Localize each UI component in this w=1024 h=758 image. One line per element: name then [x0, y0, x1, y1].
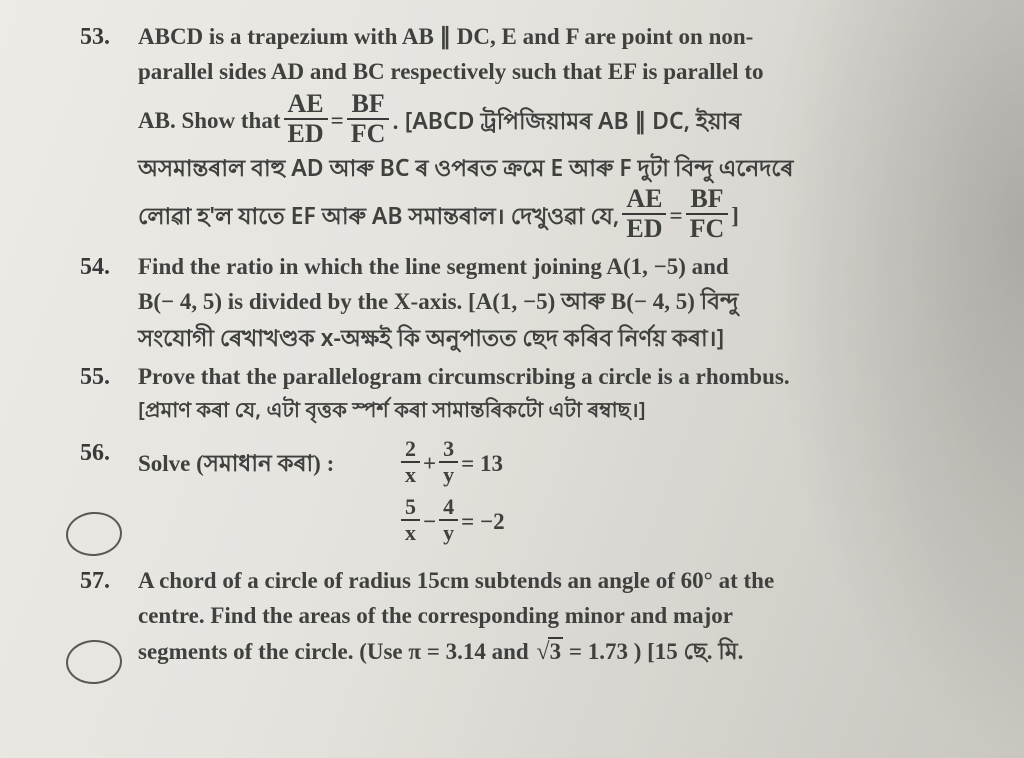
numerator: 3: [439, 438, 458, 463]
equation-row-2: 5 x − 4 y = −2: [138, 498, 974, 546]
question-53: 53. ABCD is a trapezium with AB ∥ DC, E …: [80, 20, 974, 246]
text-line: Prove that the parallelogram circumscrib…: [138, 360, 974, 393]
question-body: A chord of a circle of radius 15cm subte…: [138, 564, 974, 671]
question-number: 55.: [80, 360, 138, 391]
denominator: y: [439, 463, 458, 486]
fraction: 2 x: [401, 438, 420, 486]
text-line: A chord of a circle of radius 15cm subte…: [138, 564, 974, 597]
text-line: parallel sides AD and BC respectively su…: [138, 55, 974, 88]
denominator: ED: [284, 120, 328, 147]
operator: +: [423, 447, 436, 480]
text-line: ABCD is a trapezium with AB ∥ DC, E and …: [138, 20, 974, 53]
question-55: 55. Prove that the parallelogram circums…: [80, 360, 974, 428]
question-number: 56.: [80, 436, 138, 467]
text: লোৱা হ'ল যাতে EF আৰু AB সমান্তৰাল। দেখুও…: [138, 199, 619, 232]
text-line: Find the ratio in which the line segment…: [138, 250, 974, 283]
question-number: 53.: [80, 20, 138, 51]
text: segments of the circle. (Use π = 3.14 an…: [138, 639, 534, 664]
solve-label: Solve (সমাধান কৰা) :: [138, 447, 398, 480]
question-56: 56. Solve (সমাধান কৰা) : 2 x + 3 y = 13 …: [80, 436, 974, 550]
rhs: = −2: [461, 505, 504, 538]
question-54: 54. Find the ratio in which the line seg…: [80, 250, 974, 356]
denominator: x: [401, 463, 420, 486]
text: = 1.73 ) [15 ছে. মি.: [569, 639, 744, 664]
fraction: AE ED: [284, 91, 328, 147]
exam-page: 53. ABCD is a trapezium with AB ∥ DC, E …: [0, 0, 1024, 758]
denominator: FC: [686, 215, 729, 242]
question-number: 54.: [80, 250, 138, 281]
text-line: [প্ৰমাণ কৰা যে, এটা বৃত্তক স্পৰ্শ কৰা সা…: [138, 395, 974, 425]
equation-line: লোৱা হ'ল যাতে EF আৰু AB সমান্তৰাল। দেখুও…: [138, 188, 974, 244]
text: AB. Show that: [138, 104, 281, 137]
denominator: x: [401, 521, 420, 544]
text-line: সংযোগী ৰেখাখণ্ডক x-অক্ষই কি অনুপাতত ছেদ …: [138, 321, 974, 354]
question-number: 57.: [80, 564, 138, 595]
fraction: BF FC: [347, 91, 390, 147]
text-line: অসমান্তৰাল বাহু AD আৰু BC ৰ ওপৰত ক্ৰমে E…: [138, 151, 974, 184]
fraction: 5 x: [401, 496, 420, 544]
equals: =: [669, 199, 682, 232]
fraction: AE ED: [622, 186, 666, 242]
numerator: 2: [401, 438, 420, 463]
numerator: AE: [284, 91, 328, 120]
text: B(− 4, 5) is divided by the X-axis. [A(1…: [138, 289, 738, 314]
question-body: Prove that the parallelogram circumscrib…: [138, 360, 974, 428]
denominator: FC: [347, 120, 390, 147]
question-body: ABCD is a trapezium with AB ∥ DC, E and …: [138, 20, 974, 246]
text-line: segments of the circle. (Use π = 3.14 an…: [138, 635, 974, 670]
numerator: AE: [622, 186, 666, 215]
radicand: 3: [548, 637, 564, 664]
question-57: 57. A chord of a circle of radius 15cm s…: [80, 564, 974, 671]
numerator: BF: [686, 186, 729, 215]
text-line: centre. Find the areas of the correspond…: [138, 599, 974, 632]
numerator: 4: [439, 496, 458, 521]
operator: −: [423, 505, 436, 538]
numerator: BF: [347, 91, 390, 120]
fraction: 4 y: [439, 496, 458, 544]
numerator: 5: [401, 496, 420, 521]
denominator: ED: [622, 215, 666, 242]
sqrt: 3: [534, 635, 563, 670]
rhs: = 13: [461, 447, 503, 480]
question-body: Solve (সমাধান কৰা) : 2 x + 3 y = 13 5 x: [138, 436, 974, 550]
equals: =: [331, 104, 344, 137]
text-line: B(− 4, 5) is divided by the X-axis. [A(1…: [138, 285, 974, 318]
question-body: Find the ratio in which the line segment…: [138, 250, 974, 356]
fraction: BF FC: [686, 186, 729, 242]
text: . [ABCD ট্ৰপিজিয়ামৰ AB ∥ DC, ইয়াৰ: [392, 104, 741, 137]
equation-row-1: Solve (সমাধান কৰা) : 2 x + 3 y = 13: [138, 440, 974, 488]
denominator: y: [439, 521, 458, 544]
text: ]: [731, 199, 739, 232]
equation-line: AB. Show that AE ED = BF FC . [ABCD ট্ৰপ…: [138, 93, 974, 149]
fraction: 3 y: [439, 438, 458, 486]
